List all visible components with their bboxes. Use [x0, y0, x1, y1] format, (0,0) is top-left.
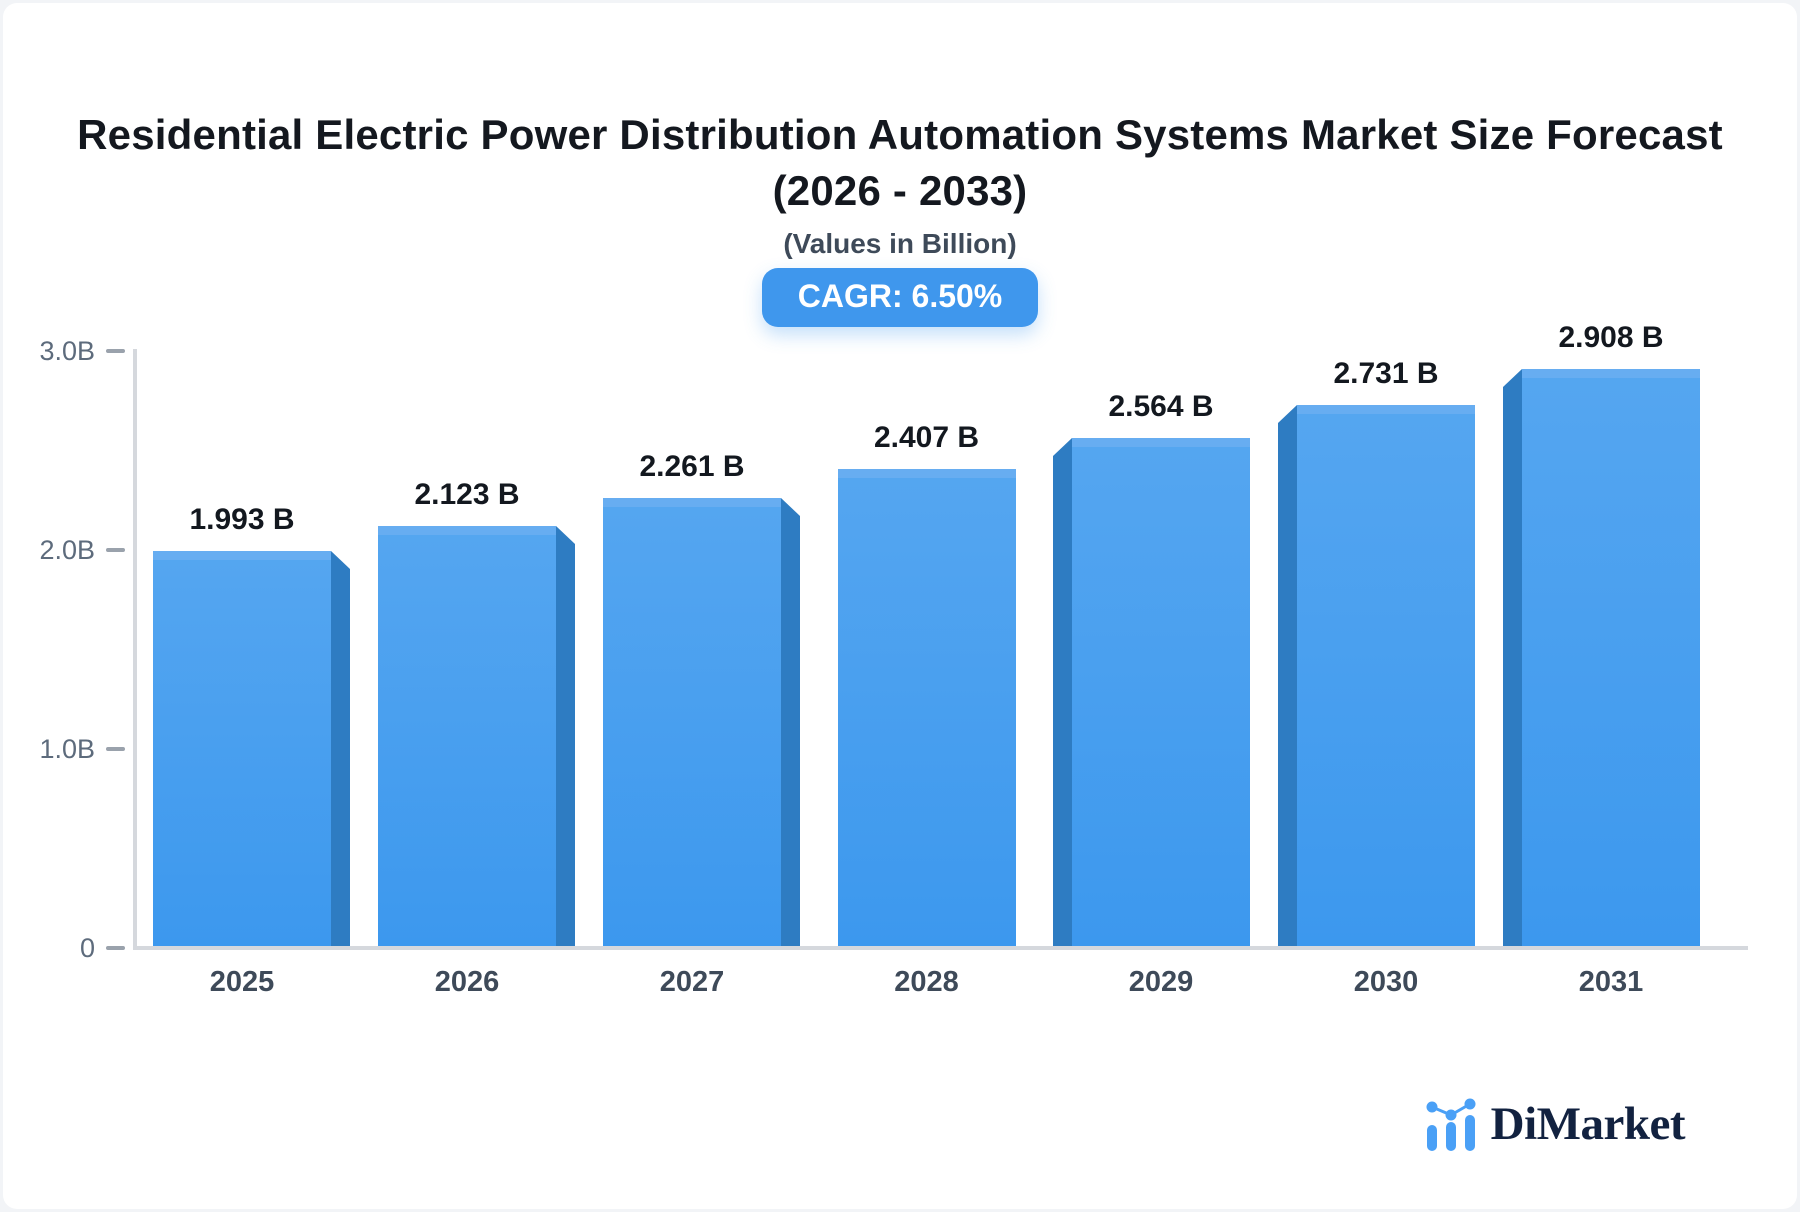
y-tick-mark	[106, 747, 125, 751]
x-axis-label-2030: 2030	[1353, 966, 1419, 998]
chart-card: Residential Electric Power Distribution …	[3, 3, 1797, 1209]
bar-2030[interactable]	[1278, 405, 1475, 948]
bar-chart-logo-icon	[1426, 1098, 1476, 1151]
bar-value-label: 2.731 B	[1333, 357, 1439, 390]
x-axis-label-2027: 2027	[659, 966, 725, 998]
bar-value-label: 1.993 B	[189, 503, 295, 536]
bar-value-label: 2.261 B	[639, 450, 745, 483]
bar-3d-side	[1053, 438, 1072, 948]
bar-face[interactable]	[378, 526, 556, 948]
bar-face[interactable]	[1297, 405, 1475, 948]
dimarket-logo[interactable]: DiMarket	[1424, 1097, 1686, 1151]
bar-3d-side	[556, 526, 575, 948]
bar-2025[interactable]	[153, 551, 350, 948]
bar-2026[interactable]	[378, 526, 575, 948]
y-tick-label: 3.0B	[39, 336, 95, 366]
y-tick-mark	[106, 349, 125, 353]
bar-3d-side	[1503, 369, 1522, 948]
chart-header: Residential Electric Power Distribution …	[3, 107, 1797, 327]
bar-3d-side	[781, 498, 800, 948]
x-axis-label-2029: 2029	[1128, 966, 1194, 998]
y-axis-line	[133, 349, 137, 950]
bar-top-highlight	[378, 526, 556, 535]
bar-face[interactable]	[153, 551, 331, 948]
bar-3d-side	[331, 551, 350, 948]
bar-face[interactable]	[1072, 438, 1250, 948]
y-tick-label: 0	[79, 933, 95, 963]
chart-subtitle: (Values in Billion)	[783, 228, 1017, 259]
cagr-badge-row: CAGR: 6.50%	[3, 260, 1797, 327]
y-tick-label: 1.0B	[39, 734, 95, 764]
y-tick-label: 2.0B	[39, 535, 95, 565]
bar-value-label: 2.407 B	[873, 421, 980, 454]
cagr-badge: CAGR: 6.50%	[761, 268, 1039, 327]
x-axis-label-2025: 2025	[209, 966, 275, 998]
bar-2031[interactable]	[1503, 369, 1700, 948]
bar-2028[interactable]	[828, 469, 1025, 948]
chart-title-line1: Residential Electric Power Distribution …	[77, 111, 1723, 158]
y-tick-mark	[106, 548, 125, 552]
dimarket-logo-text: DiMarket	[1490, 1098, 1686, 1150]
bar-3d-side	[1278, 405, 1297, 948]
bar-face[interactable]	[837, 469, 1016, 948]
bar-top-highlight	[837, 469, 1016, 478]
bar-top-highlight	[153, 551, 331, 560]
x-axis-label-2028: 2028	[894, 966, 959, 998]
chart-title-line2: (2026 - 2033)	[772, 167, 1028, 214]
bar-2029[interactable]	[1053, 438, 1250, 948]
bar-top-highlight	[1072, 438, 1250, 447]
bar-top-highlight	[603, 498, 781, 507]
bar-value-label: 2.123 B	[414, 478, 520, 511]
bar-top-highlight	[1297, 405, 1475, 414]
bar-2027[interactable]	[603, 498, 800, 948]
bar-value-label: 2.564 B	[1108, 390, 1214, 423]
bar-face[interactable]	[603, 498, 781, 948]
x-axis-line	[133, 946, 1748, 950]
bar-face[interactable]	[1522, 369, 1700, 948]
y-tick-mark	[106, 946, 125, 950]
bar-chart: 0 1.0B 2.0B 3.0B 1.993 B 2.123 B 2.261 B 2.407…	[3, 3, 1797, 1209]
x-axis-label-2026: 2026	[434, 966, 500, 998]
x-axis-label-2031: 2031	[1578, 966, 1644, 998]
bar-value-label: 2.908 B	[1558, 321, 1664, 354]
bar-top-highlight	[1522, 369, 1700, 378]
